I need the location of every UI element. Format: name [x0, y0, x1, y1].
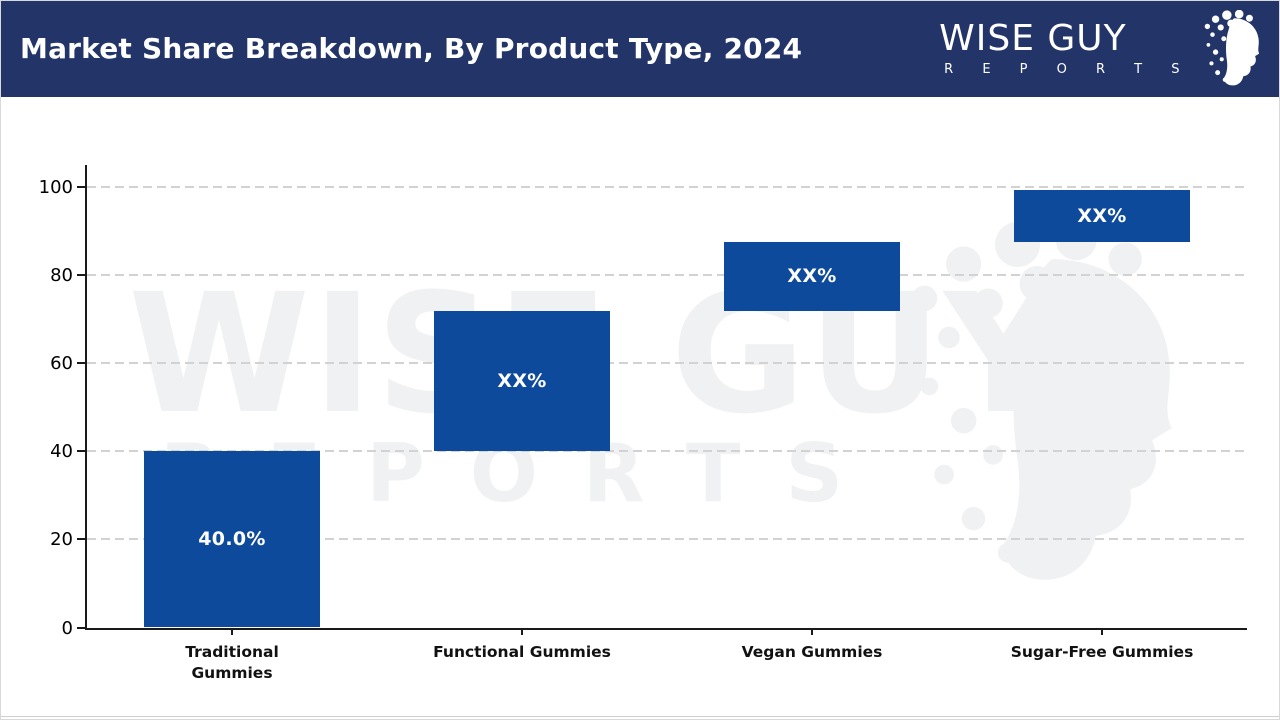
x-axis-tick [811, 628, 813, 635]
bar-value-label: 40.0% [198, 528, 266, 551]
bar-vegan-gummies: XX% [724, 241, 900, 312]
gridline-40 [87, 450, 1247, 453]
y-axis-tick [77, 538, 85, 541]
bar-traditional-gummies: 40.0% [144, 451, 320, 628]
x-axis-category-label: Functional Gummies [377, 642, 667, 663]
y-axis-tick [77, 274, 85, 277]
bar-sugar-free-gummies: XX% [1014, 189, 1190, 242]
bar-value-label: XX% [787, 265, 837, 288]
wise-guy-reports-logo: WISE GUY R E P O R T S [939, 6, 1264, 92]
y-axis-tick-label: 0 [61, 617, 73, 639]
x-axis-category-label: Traditional Gummies [87, 642, 377, 684]
bar-value-label: XX% [497, 370, 547, 393]
header-banner: Market Share Breakdown, By Product Type,… [0, 0, 1280, 97]
bar-functional-gummies: XX% [434, 311, 610, 452]
y-axis-tick-label: 80 [50, 265, 73, 287]
logo-subtitle: R E P O R T S [944, 62, 1192, 77]
y-axis-tick-label: 60 [50, 353, 73, 375]
chart-plot: 0 20 40 60 80 100 40.0% Traditional Gummies XX% Fu… [39, 165, 1247, 682]
bottom-divider [0, 716, 1280, 717]
x-axis-tick [1101, 628, 1103, 635]
x-axis-category-label: Sugar-Free Gummies [957, 642, 1247, 663]
x-axis-category-label: Vegan Gummies [667, 642, 957, 663]
x-axis-category-label-line: Functional Gummies [433, 643, 611, 661]
x-axis-tick [231, 628, 233, 635]
bar-value-label: XX% [1077, 204, 1127, 227]
y-axis-tick-label: 40 [50, 441, 73, 463]
gridline-80 [87, 274, 1247, 277]
x-axis-tick [521, 628, 523, 635]
y-axis-tick-label: 20 [50, 529, 73, 551]
y-axis-tick-label: 100 [38, 177, 73, 199]
logo-text: WISE GUY R E P O R T S [939, 18, 1192, 78]
x-axis-category-label-line: Vegan Gummies [741, 643, 883, 661]
page-title: Market Share Breakdown, By Product Type,… [20, 32, 803, 65]
y-axis-tick [77, 186, 85, 189]
gridline-100 [87, 186, 1247, 189]
x-axis-category-label-line: Traditional [185, 643, 279, 661]
logo-wordmark: WISE GUY [939, 18, 1127, 59]
x-axis-category-label-line: Sugar-Free Gummies [1010, 643, 1194, 661]
gridline-20 [87, 538, 1247, 541]
y-axis-tick [77, 626, 85, 629]
x-axis-category-label-line: Gummies [191, 663, 273, 682]
logo-face-icon [1204, 10, 1260, 86]
y-axis-tick [77, 450, 85, 453]
y-axis-tick [77, 362, 85, 365]
gridline-60 [87, 362, 1247, 365]
